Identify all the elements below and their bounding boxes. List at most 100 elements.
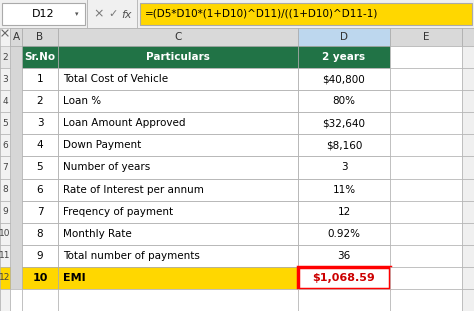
Bar [462,68,474,90]
Bar [58,134,298,156]
Bar [137,0,138,28]
Bar [390,289,462,311]
Text: $40,800: $40,800 [323,74,365,84]
Text: 8: 8 [2,185,8,194]
Bar [298,179,390,201]
Bar [462,156,474,179]
Bar [298,267,390,289]
Text: D12: D12 [32,9,55,19]
Text: 7: 7 [2,163,8,172]
Bar [87,0,88,28]
Bar [58,179,298,201]
Text: ✓: ✓ [109,9,118,19]
Bar [0,46,10,68]
Bar [298,68,390,90]
Bar [22,289,58,311]
Text: 3: 3 [36,118,43,128]
Bar [462,112,474,134]
Bar [390,112,462,134]
Bar [298,90,390,112]
Bar [298,245,390,267]
Text: 12: 12 [337,207,351,217]
Text: 36: 36 [337,251,351,261]
Bar [462,90,474,112]
Bar [58,46,298,68]
Text: 0.92%: 0.92% [328,229,361,239]
Bar [140,3,472,25]
Bar [462,46,474,68]
Text: A: A [12,32,19,42]
Text: 4: 4 [36,140,43,151]
Text: 11%: 11% [332,184,356,195]
Text: 5: 5 [2,119,8,128]
Text: Sr.No: Sr.No [25,52,55,62]
Bar [22,245,58,267]
Bar [462,179,474,201]
Text: $32,640: $32,640 [322,118,365,128]
Text: Down Payment: Down Payment [63,140,141,151]
Bar [22,179,58,201]
Text: ▾: ▾ [75,11,79,17]
Bar [0,90,10,112]
Text: Loan %: Loan % [63,96,101,106]
Bar [58,156,298,179]
Text: D: D [340,32,348,42]
Text: 2: 2 [36,96,43,106]
Bar [22,46,58,68]
Text: ×: × [94,7,104,21]
Bar [10,289,22,311]
Bar [0,201,10,223]
Text: 12: 12 [0,273,11,282]
Bar [58,90,298,112]
Bar [298,28,390,46]
Bar [390,179,462,201]
Bar [22,201,58,223]
Bar [390,46,462,68]
Bar [462,201,474,223]
Text: 1: 1 [36,74,43,84]
Text: Total number of payments: Total number of payments [63,251,200,261]
Text: 10: 10 [0,229,11,238]
Bar [22,223,58,245]
Bar [0,112,10,134]
Bar [0,28,10,311]
Bar [0,156,10,179]
Bar [298,46,390,68]
Bar [298,223,390,245]
Text: Total Cost of Vehicle: Total Cost of Vehicle [63,74,168,84]
Text: 11: 11 [0,251,11,260]
Bar [58,201,298,223]
Text: Particulars: Particulars [146,52,210,62]
Bar [0,134,10,156]
Text: B: B [36,32,44,42]
Text: 2 years: 2 years [322,52,365,62]
Bar [462,289,474,311]
Text: =(D5*D10*(1+D10)^D11)/((1+D10)^D11-1): =(D5*D10*(1+D10)^D11)/((1+D10)^D11-1) [145,9,378,19]
Text: 7: 7 [36,207,43,217]
Bar [390,68,462,90]
Text: Freqency of payment: Freqency of payment [63,207,173,217]
Text: 80%: 80% [332,96,356,106]
Bar [58,68,298,90]
Bar [58,223,298,245]
Bar [22,90,58,112]
Bar [298,134,390,156]
Bar [390,201,462,223]
Text: 2: 2 [2,53,8,62]
Bar [22,156,58,179]
Bar [298,112,390,134]
Bar [390,223,462,245]
Text: 5: 5 [36,162,43,173]
Text: 9: 9 [2,207,8,216]
Text: fx: fx [122,10,132,20]
Bar [390,28,462,46]
Text: EMI: EMI [63,273,86,283]
Bar [0,0,474,28]
Bar [0,179,10,201]
Bar [298,156,390,179]
Bar [22,68,58,90]
Bar [390,134,462,156]
Bar [462,134,474,156]
Text: Monthly Rate: Monthly Rate [63,229,132,239]
Text: $8,160: $8,160 [326,140,362,151]
